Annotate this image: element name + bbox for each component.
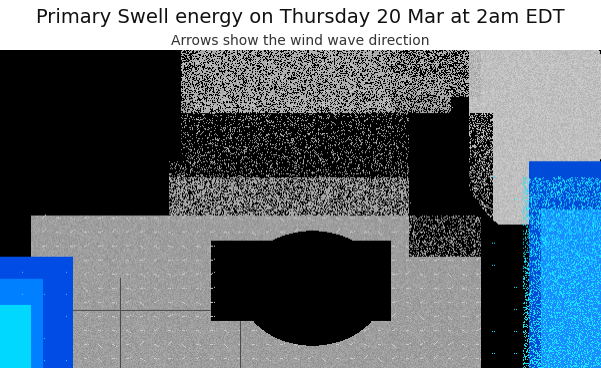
Text: Primary Swell energy on Thursday 20 Mar at 2am EDT: Primary Swell energy on Thursday 20 Mar … [36,8,565,27]
Text: Arrows show the wind wave direction: Arrows show the wind wave direction [171,34,430,48]
